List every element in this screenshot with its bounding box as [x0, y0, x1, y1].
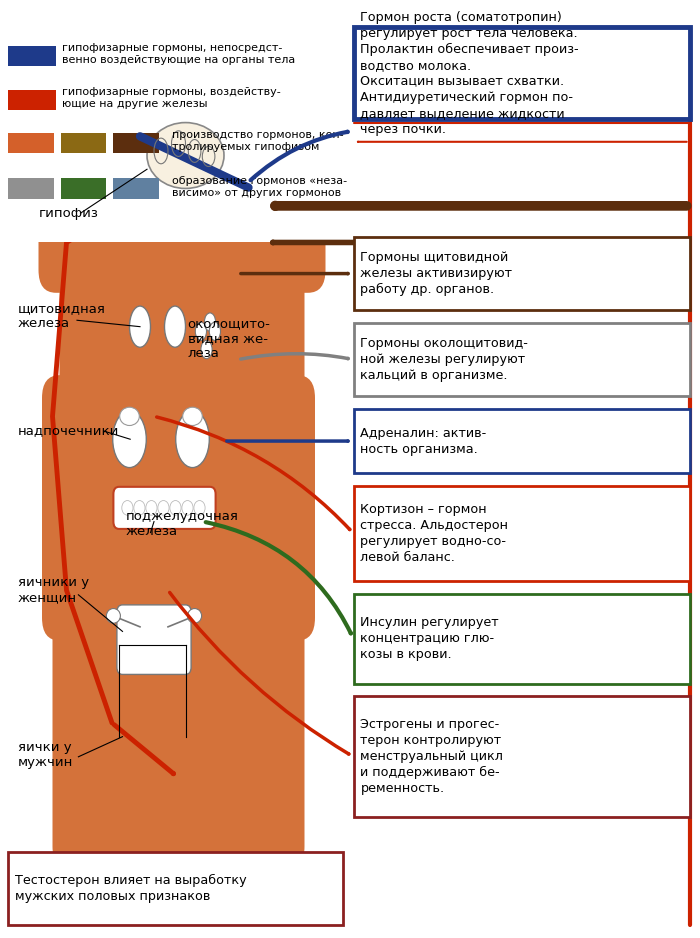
Text: гипофиз: гипофиз	[38, 206, 99, 219]
Circle shape	[134, 501, 145, 515]
FancyBboxPatch shape	[354, 594, 690, 684]
FancyBboxPatch shape	[133, 113, 224, 186]
FancyBboxPatch shape	[354, 27, 690, 119]
Text: околощито-
видная же-
леза: околощито- видная же- леза	[188, 317, 270, 360]
Bar	[8, 132, 54, 153]
Ellipse shape	[204, 313, 216, 331]
FancyBboxPatch shape	[8, 852, 343, 925]
Ellipse shape	[147, 123, 224, 189]
Bar	[61, 178, 106, 199]
Text: Эстрогены и прогес-
терон контролируют
менструальный цикл
и поддерживают бе-
рем: Эстрогены и прогес- терон контролируют м…	[360, 719, 503, 795]
Bar	[113, 178, 159, 199]
FancyBboxPatch shape	[60, 219, 304, 448]
Text: Гормоны щитовидной
железы активизируют
работу др. органов.: Гормоны щитовидной железы активизируют р…	[360, 251, 512, 296]
Circle shape	[194, 501, 205, 515]
Text: гипофизарные гормоны, воздейству-
ющие на другие железы: гипофизарные гормоны, воздейству- ющие н…	[62, 87, 280, 109]
Bar	[113, 132, 159, 153]
Ellipse shape	[209, 322, 220, 340]
Text: Гормон роста (соматотропин)
регулирует рост тела человека.
Пролактин обеспечивае: Гормон роста (соматотропин) регулирует р…	[360, 10, 579, 136]
Circle shape	[158, 501, 169, 515]
Ellipse shape	[113, 411, 146, 468]
Text: поджелудочная
железа: поджелудочная железа	[126, 510, 239, 538]
Text: производство гормонов, кон-
тролируемых гипофизом: производство гормонов, кон- тролируемых …	[172, 129, 343, 152]
Text: Гормоны околощитовид-
ной железы регулируют
кальций в организме.: Гормоны околощитовид- ной железы регулир…	[360, 337, 528, 382]
Text: Адреналин: актив-
ность организма.: Адреналин: актив- ность организма.	[360, 427, 486, 456]
FancyBboxPatch shape	[38, 137, 326, 293]
Ellipse shape	[183, 407, 202, 426]
Ellipse shape	[201, 340, 212, 358]
Text: надпочечники: надпочечники	[18, 425, 119, 437]
FancyBboxPatch shape	[42, 375, 315, 641]
FancyBboxPatch shape	[354, 409, 690, 473]
Ellipse shape	[133, 89, 224, 176]
Ellipse shape	[176, 411, 209, 468]
Ellipse shape	[106, 609, 120, 623]
Circle shape	[146, 501, 157, 515]
Text: Тестостерон влияет на выработку
мужских половых признаков: Тестостерон влияет на выработку мужских …	[15, 874, 247, 903]
Text: Кортизон – гормон
стресса. Альдостерон
регулирует водно-со-
левой баланс.: Кортизон – гормон стресса. Альдостерон р…	[360, 503, 508, 564]
FancyBboxPatch shape	[354, 486, 690, 581]
Text: Инсулин регулирует
концентрацию глю-
козы в крови.: Инсулин регулирует концентрацию глю- коз…	[360, 616, 499, 661]
Bar	[61, 132, 106, 153]
Bar	[8, 90, 56, 110]
FancyBboxPatch shape	[354, 323, 690, 396]
Bar	[8, 46, 56, 66]
Circle shape	[170, 501, 181, 515]
Text: яичники у
женщин: яичники у женщин	[18, 576, 89, 604]
FancyBboxPatch shape	[52, 558, 304, 870]
FancyBboxPatch shape	[113, 487, 216, 529]
Ellipse shape	[164, 306, 186, 347]
Circle shape	[122, 501, 133, 515]
Text: яички у
мужчин: яички у мужчин	[18, 741, 73, 769]
Circle shape	[182, 501, 193, 515]
Ellipse shape	[195, 322, 206, 340]
Ellipse shape	[130, 306, 150, 347]
Bar	[8, 178, 54, 199]
Text: образование гормонов «неза-
висимо» от других гормонов: образование гормонов «неза- висимо» от д…	[172, 175, 346, 198]
FancyBboxPatch shape	[354, 237, 690, 310]
FancyBboxPatch shape	[354, 696, 690, 817]
Ellipse shape	[188, 609, 202, 623]
FancyBboxPatch shape	[117, 605, 191, 674]
FancyBboxPatch shape	[0, 23, 350, 242]
Ellipse shape	[120, 407, 139, 426]
Text: щитовидная
железа: щитовидная железа	[18, 302, 106, 329]
Text: гипофизарные гормоны, непосредст-
венно воздействующие на органы тела: гипофизарные гормоны, непосредст- венно …	[62, 43, 295, 65]
